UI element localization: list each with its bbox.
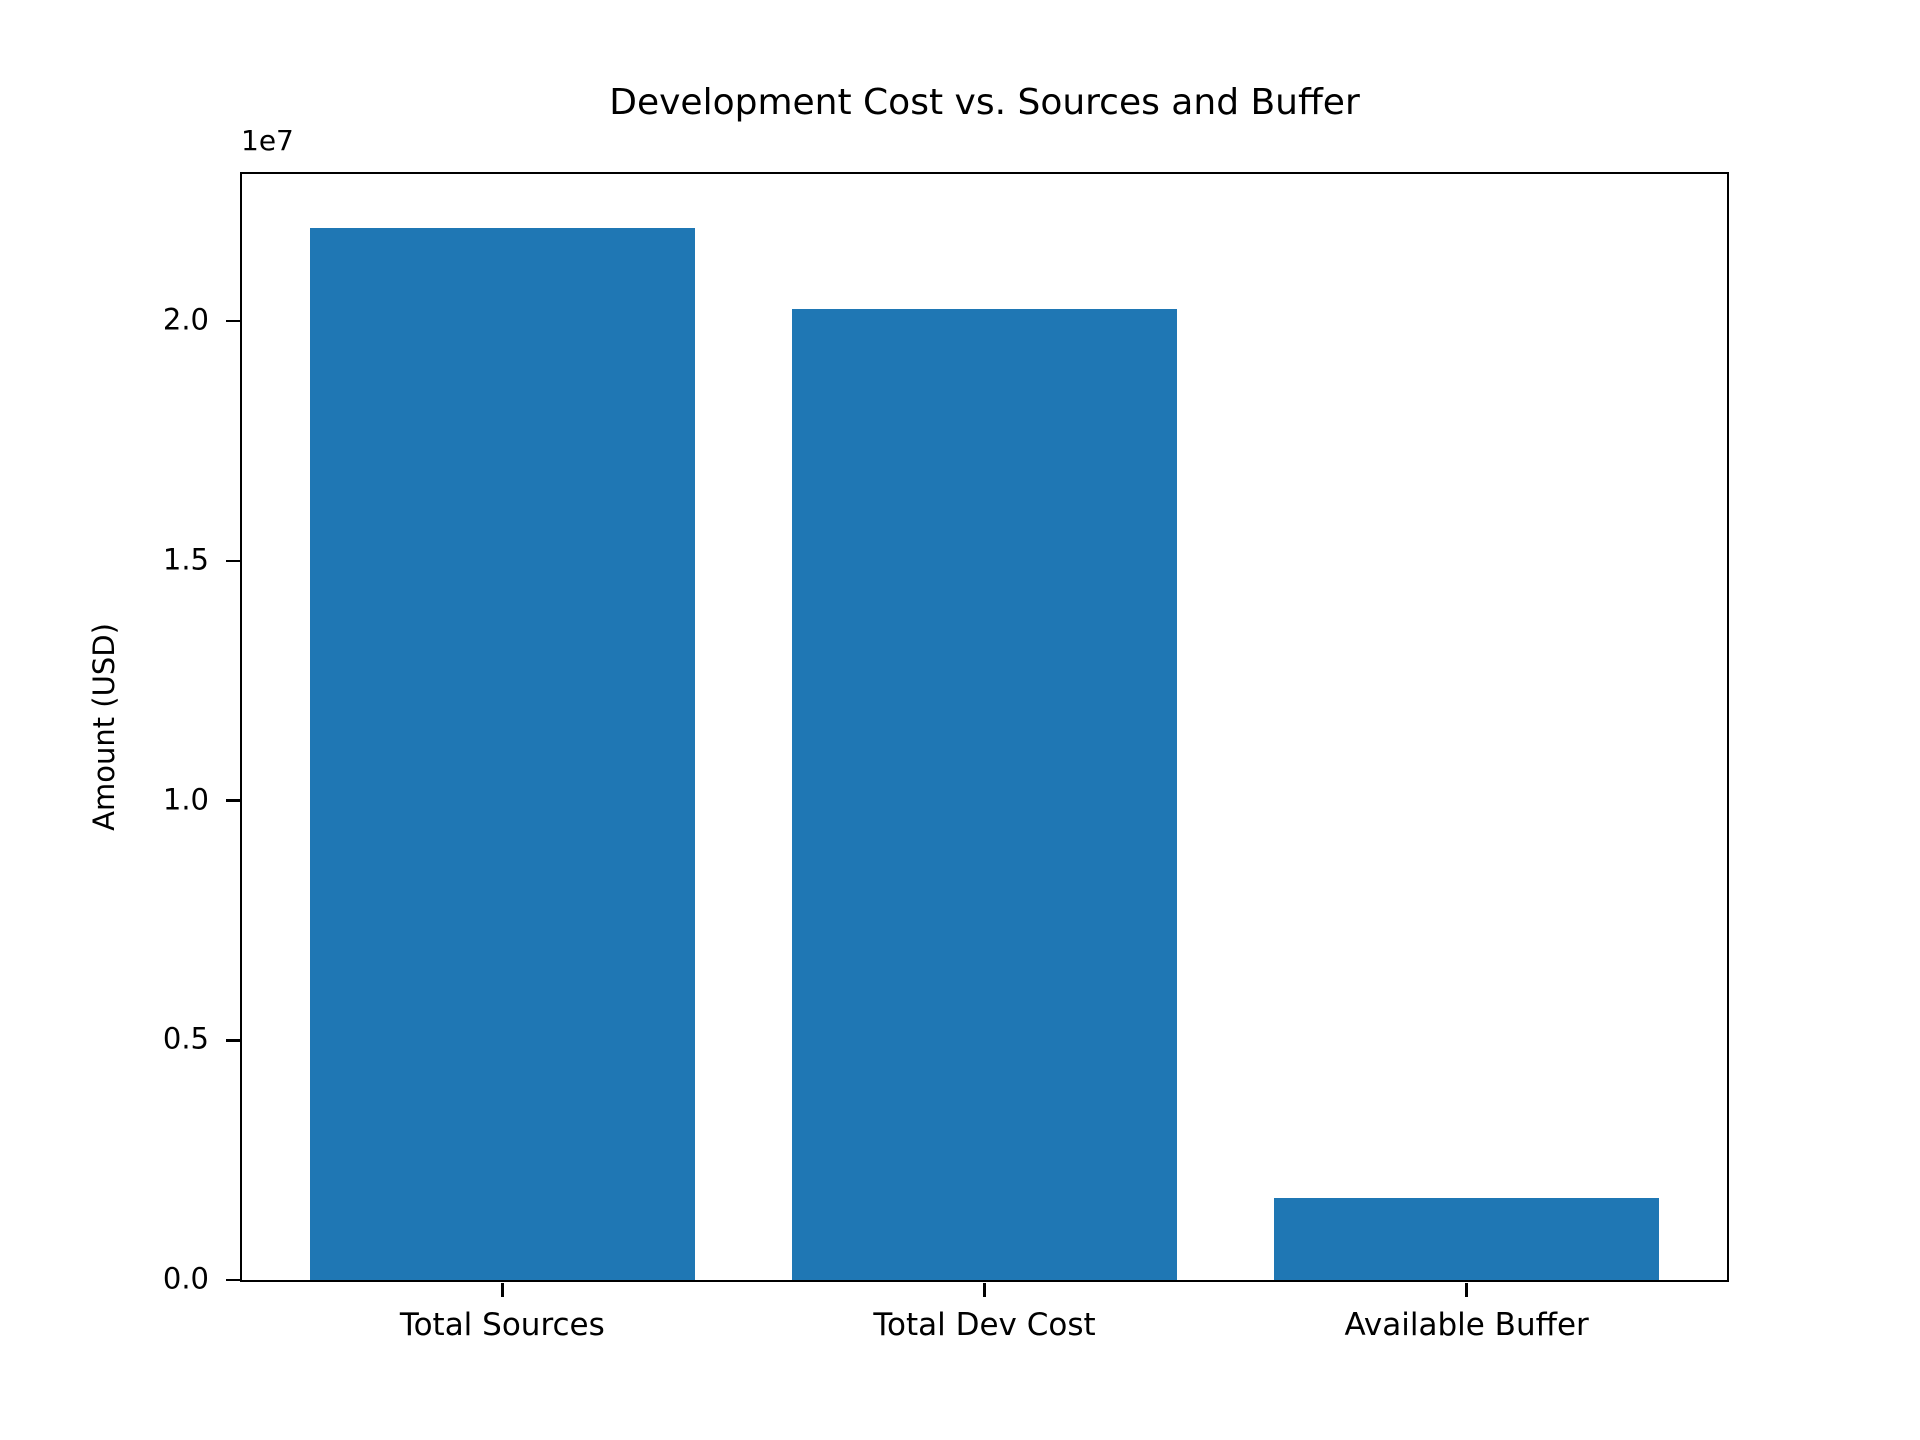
y-tick-mark <box>225 799 240 802</box>
y-axis-label: Amount (USD) <box>87 623 121 831</box>
x-tick-label-total-sources: Total Sources <box>399 1307 605 1343</box>
y-tick-label-0-0: 0.0 <box>162 1261 209 1296</box>
y-tick-mark <box>225 559 240 563</box>
y-tick-label-0-5: 0.5 <box>162 1021 209 1056</box>
y-tick-mark <box>225 319 240 323</box>
x-tick-mark <box>983 1282 986 1297</box>
y-tick-mark <box>225 1278 240 1282</box>
x-tick-label-total-dev-cost: Total Dev Cost <box>873 1307 1096 1343</box>
x-tick-mark <box>1465 1282 1468 1297</box>
chart-title: Development Cost vs. Sources and Buffer <box>609 82 1360 123</box>
x-tick-mark <box>501 1282 504 1297</box>
y-axis-offset-label: 1e7 <box>241 124 294 157</box>
y-tick-label-1-0: 1.0 <box>162 782 209 817</box>
plot-area: 0.0 0.5 1.0 1.5 2.0 Total Sources Total Dev Co… <box>163 172 1729 1343</box>
y-tick-label-1-5: 1.5 <box>162 542 209 577</box>
bar-available-buffer <box>1273 1197 1660 1280</box>
bar-total-dev-cost <box>791 309 1178 1280</box>
y-tick-mark <box>225 1039 240 1042</box>
y-tick-label-2-0: 2.0 <box>162 302 209 337</box>
x-tick-label-available-buffer: Available Buffer <box>1344 1307 1589 1343</box>
bar-total-sources <box>309 227 696 1280</box>
